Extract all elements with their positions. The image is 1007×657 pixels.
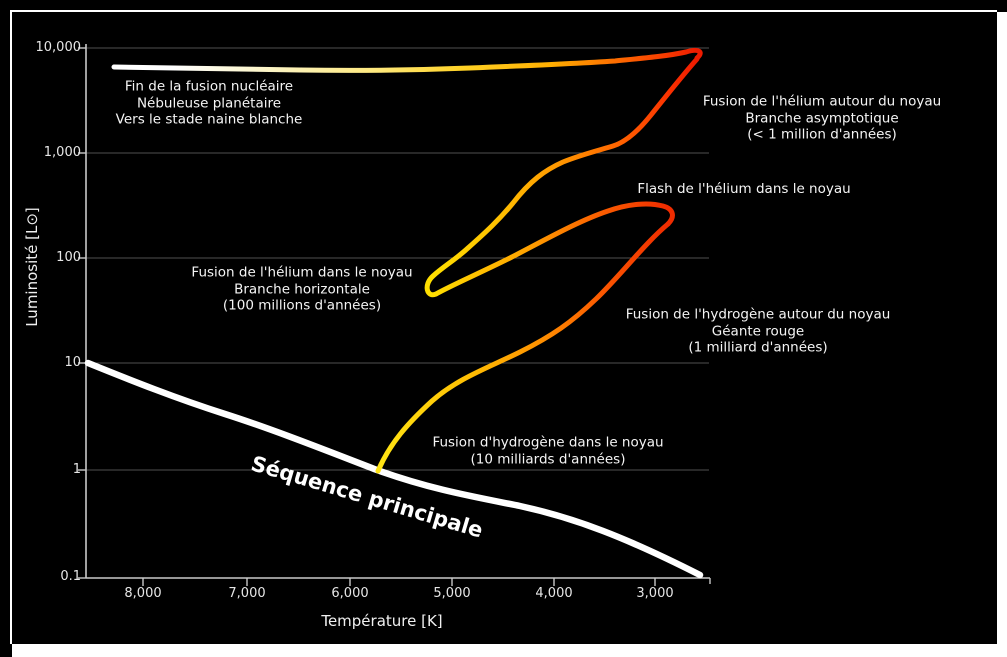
y-tick-1000: 1,000 xyxy=(43,145,81,160)
annotation-line: Fusion de l'hydrogène autour du noyau xyxy=(625,306,891,323)
annotation-line: (< 1 million d'années) xyxy=(747,126,897,143)
evolution-track-flash-loop xyxy=(433,201,675,297)
annotation-line: (10 milliards d'années) xyxy=(470,451,626,467)
evolution-track-red-giant-branch xyxy=(375,221,671,474)
x-tick-4000: 4,000 xyxy=(535,586,573,601)
evolution-track-planetary-nebula xyxy=(111,47,703,73)
y-tick-10: 10 xyxy=(64,355,81,370)
y-axis-title: Luminosité [L⊙] xyxy=(23,207,41,327)
annotation-line: Vers le stade naine blanche xyxy=(115,111,303,128)
y-tick-10000: 10,000 xyxy=(35,40,82,55)
frame-bottom xyxy=(12,644,1007,657)
x-tick-7000: 7,000 xyxy=(228,586,266,601)
annotation-line: Fin de la fusion nucléaire xyxy=(124,78,294,95)
evolution-track-asymptotic-branch xyxy=(424,56,700,298)
annotation-line: Géante rouge xyxy=(711,322,805,339)
x-tick-6000: 6,000 xyxy=(331,586,369,601)
annotation-line: Flash de l'hélium dans le noyau xyxy=(637,180,851,197)
x-tick-5000: 5,000 xyxy=(433,586,471,601)
y-tick-1: 1 xyxy=(72,462,81,477)
annotation-asymptotic-branch: Fusion de l'hélium autour du noyau Branc… xyxy=(703,93,941,143)
y-tick-marks xyxy=(78,47,86,579)
frame-right xyxy=(997,12,1007,657)
frame-top xyxy=(10,10,997,12)
gridlines xyxy=(86,47,709,471)
main-sequence-curve xyxy=(84,359,704,579)
annotation-line: Branche asymptotique xyxy=(745,109,899,126)
frame-left xyxy=(10,10,12,644)
y-tick-100: 100 xyxy=(56,250,81,265)
x-axis-title: Température [K] xyxy=(321,612,443,630)
annotation-planetary-nebula: Fin de la fusion nucléaire Nébuleuse pla… xyxy=(116,78,303,128)
x-tick-3000: 3,000 xyxy=(636,586,674,601)
annotation-line: Fusion de l'hélium autour du noyau xyxy=(702,93,942,110)
annotation-line: (100 millions d'années) xyxy=(222,297,382,314)
annotation-line: Fusion de l'hélium dans le noyau xyxy=(191,264,413,281)
annotation-helium-flash: Flash de l'hélium dans le noyau xyxy=(637,181,850,198)
annotation-line: Fusion d'hydrogène dans le noyau xyxy=(432,434,664,451)
axes-lines xyxy=(85,44,710,579)
annotation-horizontal-branch: Fusion de l'hélium dans le noyau Branche… xyxy=(191,264,412,314)
annotation-line: Branche horizontale xyxy=(234,280,370,297)
x-tick-marks xyxy=(142,578,711,586)
x-tick-8000: 8,000 xyxy=(124,586,162,601)
annotation-hydrogen-core: Fusion d'hydrogène dans le noyau (10 mil… xyxy=(432,435,663,468)
annotation-red-giant: Fusion de l'hydrogène autour du noyau Gé… xyxy=(626,306,891,356)
annotation-line: Nébuleuse planétaire xyxy=(136,94,282,111)
annotation-line: (1 milliard d'années) xyxy=(688,339,828,356)
y-tick-0p1: 0.1 xyxy=(60,569,81,584)
